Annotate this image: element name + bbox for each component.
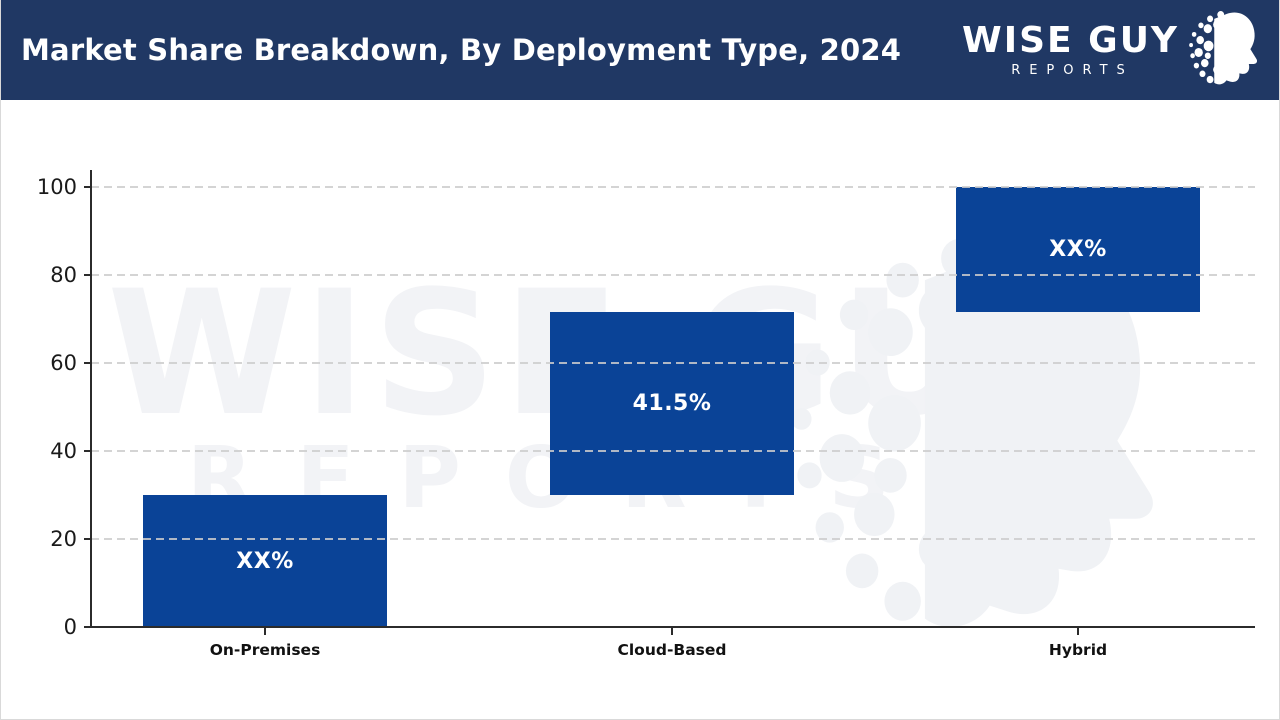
x-tick (1077, 628, 1079, 635)
chart-area: WISE GUY REPORTS XX% 41.5% XX% (1, 100, 1279, 719)
y-tick-label: 60 (50, 351, 77, 375)
y-tick (84, 538, 91, 540)
y-tick-label: 20 (50, 527, 77, 551)
wiseguy-logo: WISE GUY REPORTS (962, 9, 1261, 91)
wiseguy-logo-text: WISE GUY REPORTS (961, 19, 1179, 78)
bar-on-premises: XX% (143, 495, 387, 627)
wiseguy-face-watermark-icon (791, 238, 1153, 627)
wiseguy-face-icon (1189, 11, 1258, 85)
gridline-40 (91, 450, 1255, 452)
y-tick (84, 186, 91, 188)
chart-title: Market Share Breakdown, By Deployment Ty… (21, 33, 902, 67)
bar-value-label: 41.5% (632, 391, 712, 416)
bar-hybrid: XX% (956, 187, 1200, 312)
y-tick-label: 40 (50, 439, 77, 463)
x-category-label-on-premises: On-Premises (209, 641, 321, 659)
y-tick-label: 0 (63, 615, 77, 639)
y-axis-line (90, 170, 92, 628)
bar-value-label: XX% (236, 548, 294, 574)
gridline-20 (91, 538, 1255, 540)
gridline-80 (91, 274, 1255, 276)
x-tick (264, 628, 266, 635)
header-banner: Market Share Breakdown, By Deployment Ty… (1, 0, 1279, 100)
x-category-label-cloud-based: Cloud-Based (617, 641, 727, 659)
x-tick (671, 628, 673, 635)
x-category-label-hybrid: Hybrid (1048, 641, 1108, 659)
y-tick (84, 450, 91, 452)
y-tick-label: 100 (36, 175, 77, 199)
y-tick (84, 274, 91, 276)
y-tick-label: 80 (50, 263, 77, 287)
y-tick (84, 626, 91, 628)
y-tick (84, 362, 91, 364)
bar-value-label: XX% (1049, 237, 1107, 262)
bar-cloud-based: 41.5% (550, 312, 794, 495)
logo-subtext: REPORTS (1011, 62, 1134, 78)
gridline-60 (91, 362, 1255, 364)
logo-wordmark: WISE GUY (961, 19, 1179, 61)
x-axis-line (90, 626, 1255, 628)
gridline-100 (91, 186, 1255, 188)
